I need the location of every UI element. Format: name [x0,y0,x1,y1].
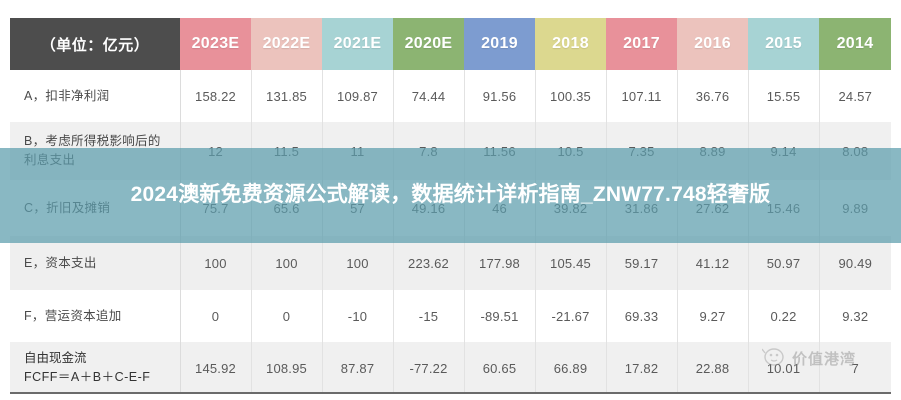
cell-f-2015: 0.22 [747,290,819,342]
header-col-2018: 2018 [535,18,606,70]
cell-b-2018: 10.5 [534,122,606,180]
cell-e-2022e: 100 [250,236,322,290]
cell-c-2022e: 65.6 [250,180,322,236]
cell-b-2022e: 11.5 [250,122,322,180]
cell-a-2017: 107.11 [605,70,677,122]
cell-f-2021e: -10 [321,290,393,342]
cell-f-2022e: 0 [250,290,322,342]
header-col-2020e: 2020E [393,18,464,70]
table-header-row: （单位：亿元） 2023E 2022E 2021E 2020E 2019 201… [10,18,891,70]
cell-e-2015: 50.97 [747,236,819,290]
cell-f-2020e: -15 [392,290,464,342]
fcff-table: （单位：亿元） 2023E 2022E 2021E 2020E 2019 201… [10,18,891,394]
cell-a-2016: 36.76 [676,70,748,122]
cell-c-2015: 15.46 [747,180,819,236]
cell-e-2020e: 223.62 [392,236,464,290]
table-row-c: C，折旧及摊销 75.7 65.6 57 49.16 46 39.82 31.8… [10,180,891,236]
cell-b-2020e: 7.8 [392,122,464,180]
row-label-a: A，扣非净利润 [10,70,180,122]
header-col-2014: 2014 [819,18,891,70]
header-col-2015: 2015 [748,18,819,70]
cell-c-2017: 31.86 [605,180,677,236]
table-row-b: B，考虑所得税影响后的 利息支出 12 11.5 11 7.8 11.56 10… [10,122,891,180]
cell-fcff-2023e: 145.92 [179,342,251,394]
header-col-2021e: 2021E [322,18,393,70]
header-col-2023e: 2023E [180,18,251,70]
cell-c-2023e: 75.7 [179,180,251,236]
cell-f-2014: 9.32 [818,290,891,342]
header-unit-label: （单位：亿元） [10,18,180,70]
header-col-2019: 2019 [464,18,535,70]
cell-b-2014: 8.08 [818,122,891,180]
table-bottom-rule [10,392,891,394]
cell-b-2017: 7.35 [605,122,677,180]
cell-a-2018: 100.35 [534,70,606,122]
row-label-f: F，营运资本追加 [10,290,180,342]
cell-c-2019: 46 [463,180,535,236]
row-label-b: B，考虑所得税影响后的 利息支出 [10,122,180,180]
cell-a-2022e: 131.85 [250,70,322,122]
cell-f-2023e: 0 [179,290,251,342]
cell-f-2019: -89.51 [463,290,535,342]
cell-f-2018: -21.67 [534,290,606,342]
cell-c-2020e: 49.16 [392,180,464,236]
table-row-a: A，扣非净利润 158.22 131.85 109.87 74.44 91.56… [10,70,891,122]
header-col-2017: 2017 [606,18,677,70]
table-row-fcff: 自由现金流 FCFF＝A＋B＋C-E-F 145.92 108.95 87.87… [10,342,891,394]
cell-e-2016: 41.12 [676,236,748,290]
cell-e-2021e: 100 [321,236,393,290]
cell-fcff-2020e: -77.22 [392,342,464,394]
row-label-c: C，折旧及摊销 [10,180,180,236]
cell-b-2021e: 11 [321,122,393,180]
table-row-f: F，营运资本追加 0 0 -10 -15 -89.51 -21.67 69.33… [10,290,891,342]
cell-b-2016: 8.89 [676,122,748,180]
cell-fcff-2017: 17.82 [605,342,677,394]
cell-e-2017: 59.17 [605,236,677,290]
cell-fcff-2022e: 108.95 [250,342,322,394]
table-row-e: E，资本支出 100 100 100 223.62 177.98 105.45 … [10,236,891,290]
cell-f-2016: 9.27 [676,290,748,342]
cell-e-2019: 177.98 [463,236,535,290]
row-label-b-line2: 利息支出 [24,153,76,167]
table-body: A，扣非净利润 158.22 131.85 109.87 74.44 91.56… [10,70,891,394]
cell-a-2019: 91.56 [463,70,535,122]
cell-fcff-2016: 22.88 [676,342,748,394]
row-label-b-line1: B，考虑所得税影响后的 [24,134,161,149]
cell-b-2023e: 12 [179,122,251,180]
row-label-fcff: 自由现金流 FCFF＝A＋B＋C-E-F [10,342,180,394]
cell-f-2017: 69.33 [605,290,677,342]
table-header: （单位：亿元） 2023E 2022E 2021E 2020E 2019 201… [10,18,891,70]
cell-fcff-2019: 60.65 [463,342,535,394]
cell-a-2015: 15.55 [747,70,819,122]
row-label-fcff-line2: FCFF＝A＋B＋C-E-F [24,370,151,384]
cell-c-2016: 27.62 [676,180,748,236]
row-label-e: E，资本支出 [10,236,180,290]
cell-a-2020e: 74.44 [392,70,464,122]
cell-e-2023e: 100 [179,236,251,290]
cell-c-2021e: 57 [321,180,393,236]
cell-a-2023e: 158.22 [179,70,251,122]
header-col-2022e: 2022E [251,18,322,70]
cell-a-2014: 24.57 [818,70,891,122]
cell-c-2018: 39.82 [534,180,606,236]
cell-b-2019: 11.56 [463,122,535,180]
cell-fcff-2021e: 87.87 [321,342,393,394]
cell-a-2021e: 109.87 [321,70,393,122]
cell-fcff-2018: 66.89 [534,342,606,394]
header-col-2016: 2016 [677,18,748,70]
cell-e-2014: 90.49 [818,236,891,290]
cell-fcff-2014: 7 [818,342,891,394]
cell-c-2014: 9.89 [818,180,891,236]
cell-b-2015: 9.14 [747,122,819,180]
cell-e-2018: 105.45 [534,236,606,290]
row-label-fcff-line1: 自由现金流 [24,351,87,366]
cell-fcff-2015: 10.01 [747,342,819,394]
